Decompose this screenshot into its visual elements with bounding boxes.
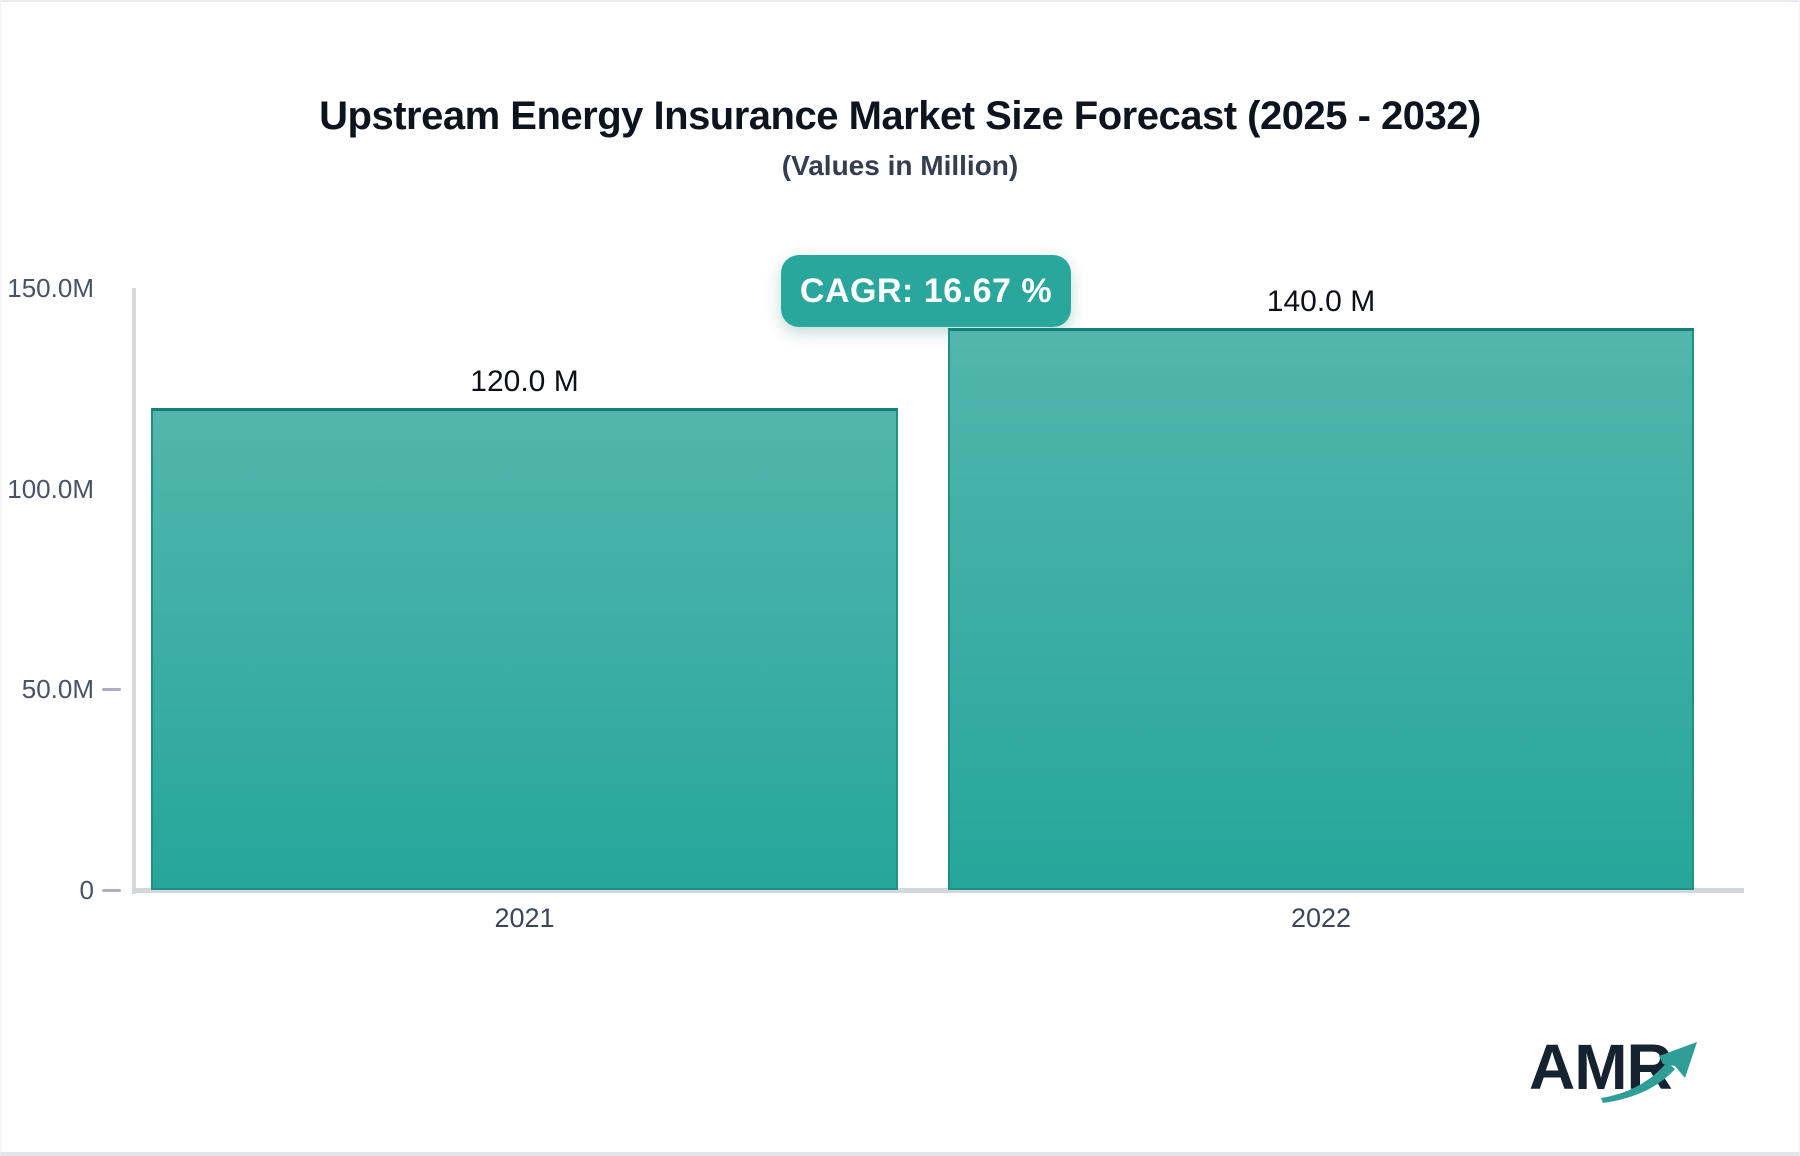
cagr-badge: CAGR: 16.67 % bbox=[781, 255, 1071, 327]
y-tick-mark bbox=[102, 688, 121, 692]
y-tick-label: 150.0M bbox=[7, 273, 94, 303]
chart-subtitle: (Values in Million) bbox=[781, 150, 1019, 181]
bar bbox=[948, 328, 1694, 890]
y-tick-label: 0 bbox=[79, 875, 94, 905]
y-tick-label: 100.0M bbox=[7, 473, 94, 504]
trend-up-arrow-icon bbox=[1601, 1042, 1697, 1103]
bar-value-label: 120.0 M bbox=[470, 365, 579, 399]
y-axis-line bbox=[132, 288, 136, 894]
x-axis-label: 2022 bbox=[1290, 903, 1352, 933]
amr-logo-text: AMR bbox=[1529, 1031, 1673, 1103]
bar-value-label: 140.0 M bbox=[1266, 285, 1376, 319]
y-tick-label: 50.0M bbox=[21, 674, 94, 705]
bar bbox=[151, 408, 898, 890]
y-tick-mark bbox=[102, 889, 121, 892]
chart-title: Upstream Energy Insurance Market Size Fo… bbox=[319, 94, 1481, 138]
x-axis-line bbox=[132, 888, 1744, 893]
amr-logo: AMR bbox=[1529, 1024, 1714, 1114]
x-axis-label: 2021 bbox=[494, 903, 555, 933]
cagr-badge-label: CAGR: 16.67 % bbox=[799, 271, 1053, 310]
